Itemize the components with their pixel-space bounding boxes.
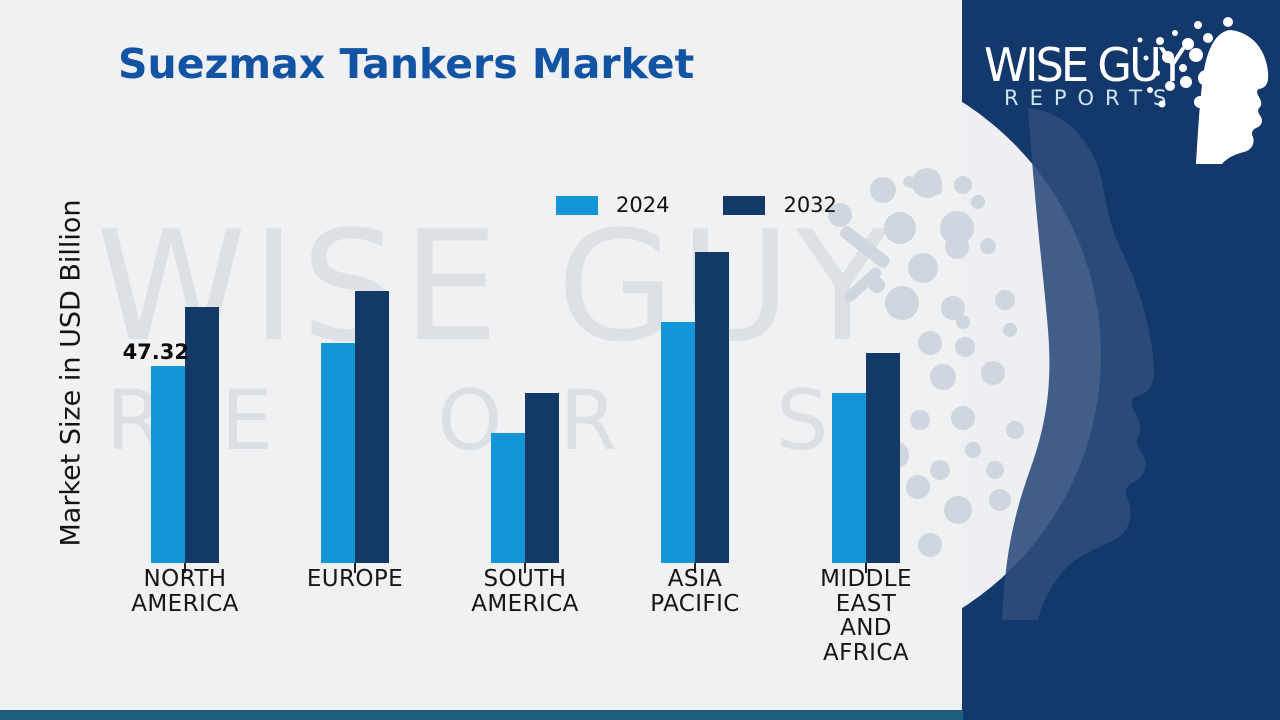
legend-label-2032: 2032 <box>783 193 837 217</box>
x-axis-label-europe: EUROPE <box>306 566 404 592</box>
x-axis-label-middle-east-and-africa: MIDDLE EAST AND AFRICA <box>820 566 912 666</box>
x-axis-label-south-america: SOUTH AMERICA <box>471 566 579 617</box>
brand-panel <box>962 0 1280 720</box>
bar-south-america-2024 <box>491 433 525 563</box>
bar-asia-pacific-2032 <box>695 252 729 563</box>
legend: 2024 2032 <box>556 193 873 217</box>
bottom-accent-strip <box>0 710 963 720</box>
logo-reports-text: REPORTS <box>1004 86 1178 110</box>
bar-north-america-2032 <box>185 306 219 563</box>
y-axis-label: Market Size in USD Billion <box>55 199 87 547</box>
x-axis-tick-asia-pacific <box>694 563 696 573</box>
x-axis-tick-europe <box>354 563 356 573</box>
x-axis-label-north-america: NORTH AMERICA <box>131 566 239 617</box>
bar-europe-2024 <box>321 343 355 563</box>
chart-title: Suezmax Tankers Market <box>118 40 695 88</box>
legend-swatch-2024 <box>556 195 598 215</box>
bar-middle-east-and-africa-2024 <box>832 393 866 563</box>
bar-south-america-2032 <box>525 393 559 563</box>
bar-europe-2032 <box>355 291 389 563</box>
legend-label-2024: 2024 <box>616 193 670 217</box>
background-watermark-wordmark: WISE GUY <box>96 198 894 375</box>
x-axis-tick-south-america <box>524 563 526 573</box>
face-profile-silhouette-icon <box>1002 108 1155 620</box>
x-axis-tick-north-america <box>184 563 186 573</box>
logo-wordmark: WISE GUY <box>984 38 1186 92</box>
bar-middle-east-and-africa-2032 <box>866 353 900 563</box>
bar-value-label: 47.32 <box>122 340 189 364</box>
bar-asia-pacific-2024 <box>661 321 695 563</box>
x-axis-label-asia-pacific: ASIA PACIFIC <box>650 566 740 617</box>
legend-swatch-2032 <box>723 195 766 215</box>
bar-north-america-2024 <box>151 366 185 563</box>
x-axis-tick-middle-east-and-africa <box>865 563 867 573</box>
